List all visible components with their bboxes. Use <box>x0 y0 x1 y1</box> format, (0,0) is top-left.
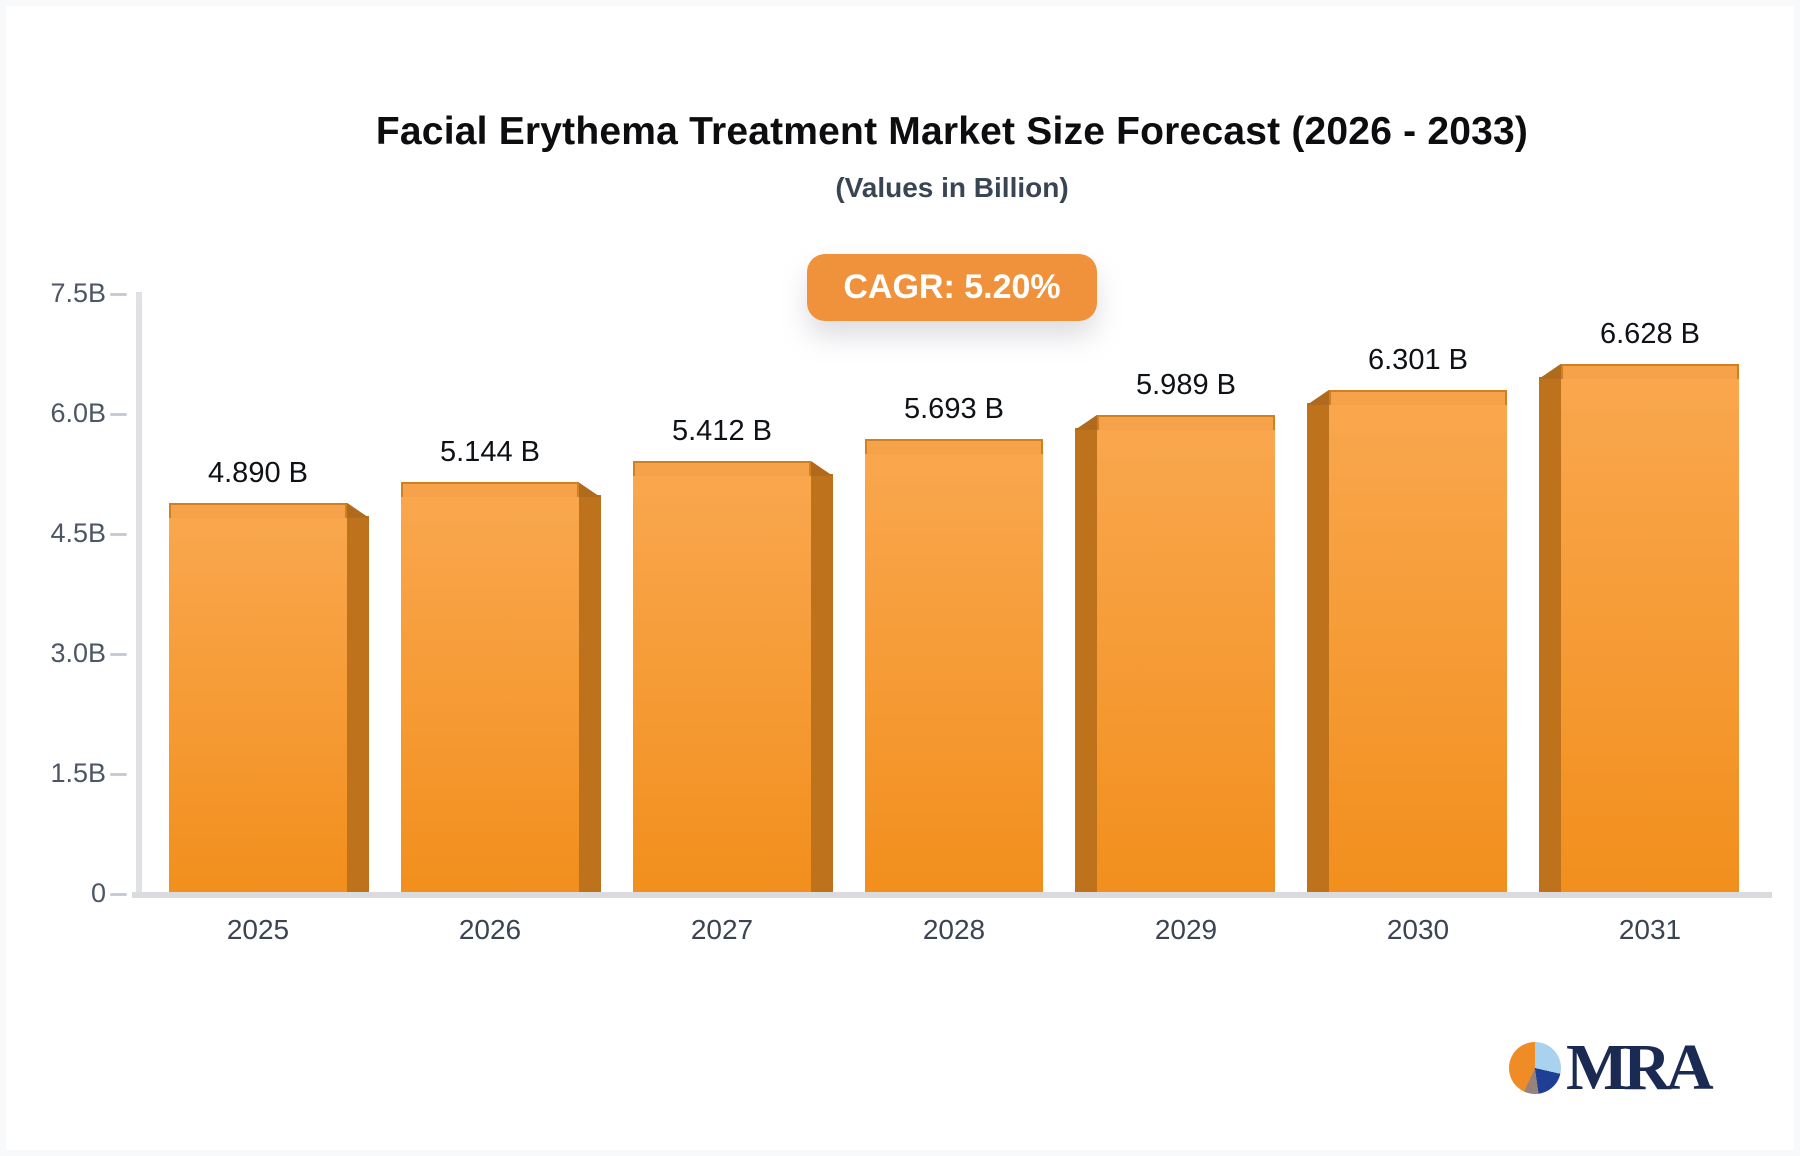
x-tick-label-2027: 2027 <box>690 914 754 945</box>
bar-2031 <box>1561 376 1739 894</box>
bar-2029 <box>1097 427 1275 894</box>
y-tick-mark <box>110 533 127 536</box>
bar-2026 <box>401 495 579 894</box>
bar-2027 <box>633 474 811 894</box>
plot-area: 4.890 B 5.144 B 5.412 B 5.693 B 5.989 B 6.301… <box>142 294 1766 894</box>
x-axis-line <box>132 892 1772 898</box>
value-label-2027: 5.412 B <box>672 415 772 448</box>
bar-side-face-2026 <box>579 495 601 894</box>
y-tick-mark <box>110 773 127 776</box>
bar-top-face-2025 <box>169 502 347 518</box>
chart-subtitle: (Values in Billion) <box>835 172 1069 203</box>
y-tick-mark <box>110 413 127 416</box>
y-axis: 7.5B 6.0B 4.5B 3.0B 1.5B 0 <box>6 278 142 908</box>
y-tick-mark <box>110 653 127 656</box>
bar-side-face-2029 <box>1075 427 1097 894</box>
mra-logo-pie-icon <box>1509 1042 1561 1094</box>
value-label-2030: 6.301 B <box>1368 343 1468 376</box>
y-tick-mark <box>110 293 127 296</box>
y-tick-label: 0 <box>90 878 106 908</box>
cagr-badge: CAGR: 5.20% <box>807 254 1097 321</box>
y-tick-mark <box>110 893 127 896</box>
x-tick-label-2026: 2026 <box>458 914 522 945</box>
x-tick-label-2029: 2029 <box>1154 914 1218 945</box>
chart-header: Facial Erythema Treatment Market Size Fo… <box>138 110 1766 321</box>
value-label-2031: 6.628 B <box>1600 317 1700 350</box>
bar-top-face-2027 <box>633 461 811 477</box>
value-label-2028: 5.693 B <box>904 392 1004 425</box>
x-tick-label-2031: 2031 <box>1618 914 1682 945</box>
bar-2028 <box>865 451 1043 894</box>
mra-logo: MRA <box>1509 1031 1714 1104</box>
y-tick-label: 3.0B <box>50 638 106 668</box>
x-tick-label-2025: 2025 <box>226 914 290 945</box>
bar-top-face-2031 <box>1561 363 1739 379</box>
bar-top-face-2030 <box>1329 389 1507 405</box>
x-tick-label-2030: 2030 <box>1386 914 1450 945</box>
value-label-2029: 5.989 B <box>1136 368 1236 401</box>
value-label-2025: 4.890 B <box>208 456 308 489</box>
value-label-2026: 5.144 B <box>440 436 540 469</box>
bar-side-face-2027 <box>811 474 833 894</box>
bar-side-face-2030 <box>1307 402 1329 894</box>
y-tick-label: 4.5B <box>50 518 106 548</box>
chart-title: Facial Erythema Treatment Market Size Fo… <box>375 110 1529 153</box>
bar-2030 <box>1329 402 1507 894</box>
mra-logo-text: MRA <box>1566 1031 1714 1104</box>
y-tick-label: 7.5B <box>50 278 106 308</box>
y-tick-label: 6.0B <box>50 398 106 428</box>
bar-side-face-2025 <box>347 515 369 894</box>
x-tick-label-2028: 2028 <box>922 914 986 945</box>
bar-side-face-2031 <box>1539 376 1561 894</box>
bar-top-face-2026 <box>401 482 579 498</box>
x-axis: 2025 2026 2027 2028 2029 2030 2031 <box>142 902 1766 972</box>
bar-top-face-2028 <box>865 438 1043 454</box>
y-tick-label: 1.5B <box>50 758 106 788</box>
bar-top-face-2029 <box>1097 414 1275 430</box>
y-axis-line <box>136 292 142 892</box>
bar-2025 <box>169 515 347 894</box>
